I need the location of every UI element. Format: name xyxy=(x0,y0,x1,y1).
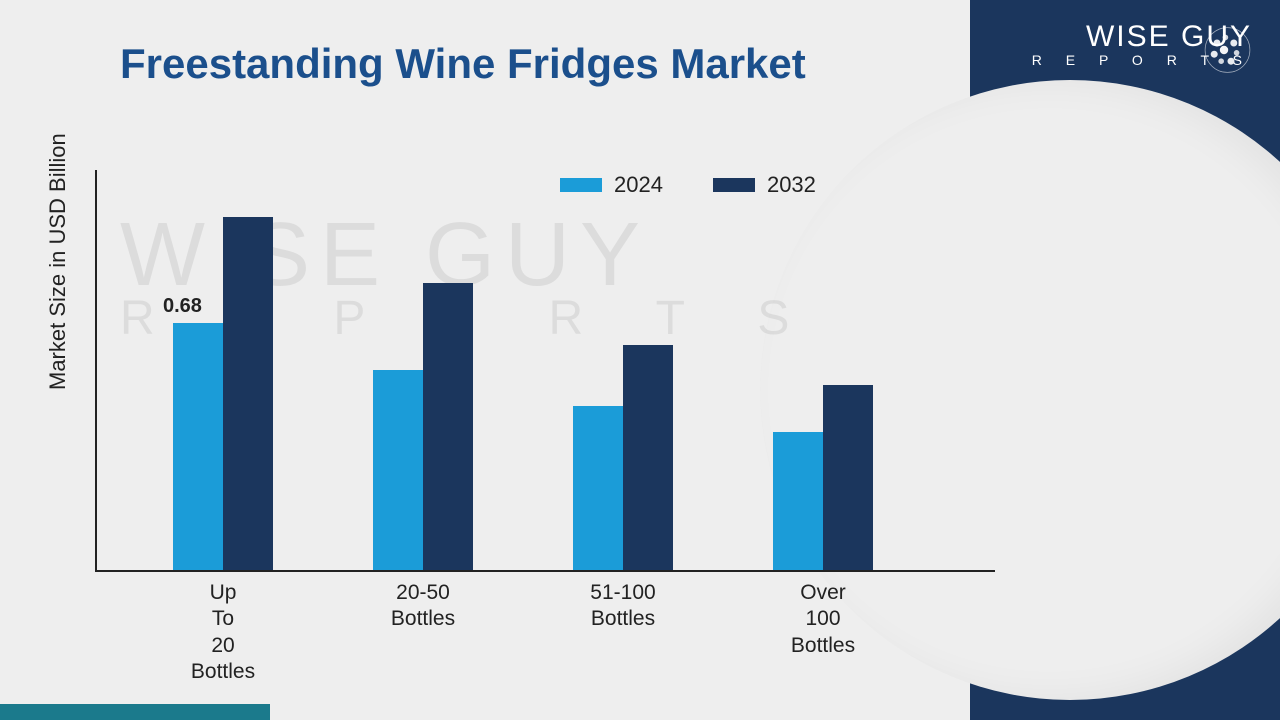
x-axis-label: Over 100 Bottles xyxy=(763,580,883,659)
legend-swatch-2024 xyxy=(560,178,602,192)
bottom-accent-bar xyxy=(0,704,270,720)
bar xyxy=(823,385,873,570)
bar xyxy=(573,406,623,570)
legend: 2024 2032 xyxy=(560,172,816,198)
bar xyxy=(373,370,423,570)
legend-label-2024: 2024 xyxy=(614,172,663,198)
chart-title: Freestanding Wine Fridges Market xyxy=(120,40,806,88)
x-axis-line xyxy=(95,570,995,572)
legend-label-2032: 2032 xyxy=(767,172,816,198)
data-value-label: 0.68 xyxy=(163,295,202,318)
legend-item-2024: 2024 xyxy=(560,172,663,198)
bar xyxy=(223,217,273,570)
x-axis-label: 51-100 Bottles xyxy=(563,580,683,633)
bar xyxy=(173,323,223,570)
bar xyxy=(623,345,673,570)
logo-head-icon xyxy=(1182,22,1252,92)
legend-swatch-2032 xyxy=(713,178,755,192)
canvas: WISE GUY R E P O R T S WISE GUY R E P O … xyxy=(0,0,1280,720)
x-axis-label: 20-50 Bottles xyxy=(363,580,483,633)
y-axis-label: Market Size in USD Billion xyxy=(45,133,71,390)
bar xyxy=(773,432,823,570)
x-axis-label: Up To 20 Bottles xyxy=(163,580,283,685)
bars-container xyxy=(95,170,995,570)
bar xyxy=(423,283,473,570)
brand-logo: WISE GUY R E P O R T S xyxy=(1032,22,1252,69)
legend-item-2032: 2032 xyxy=(713,172,816,198)
